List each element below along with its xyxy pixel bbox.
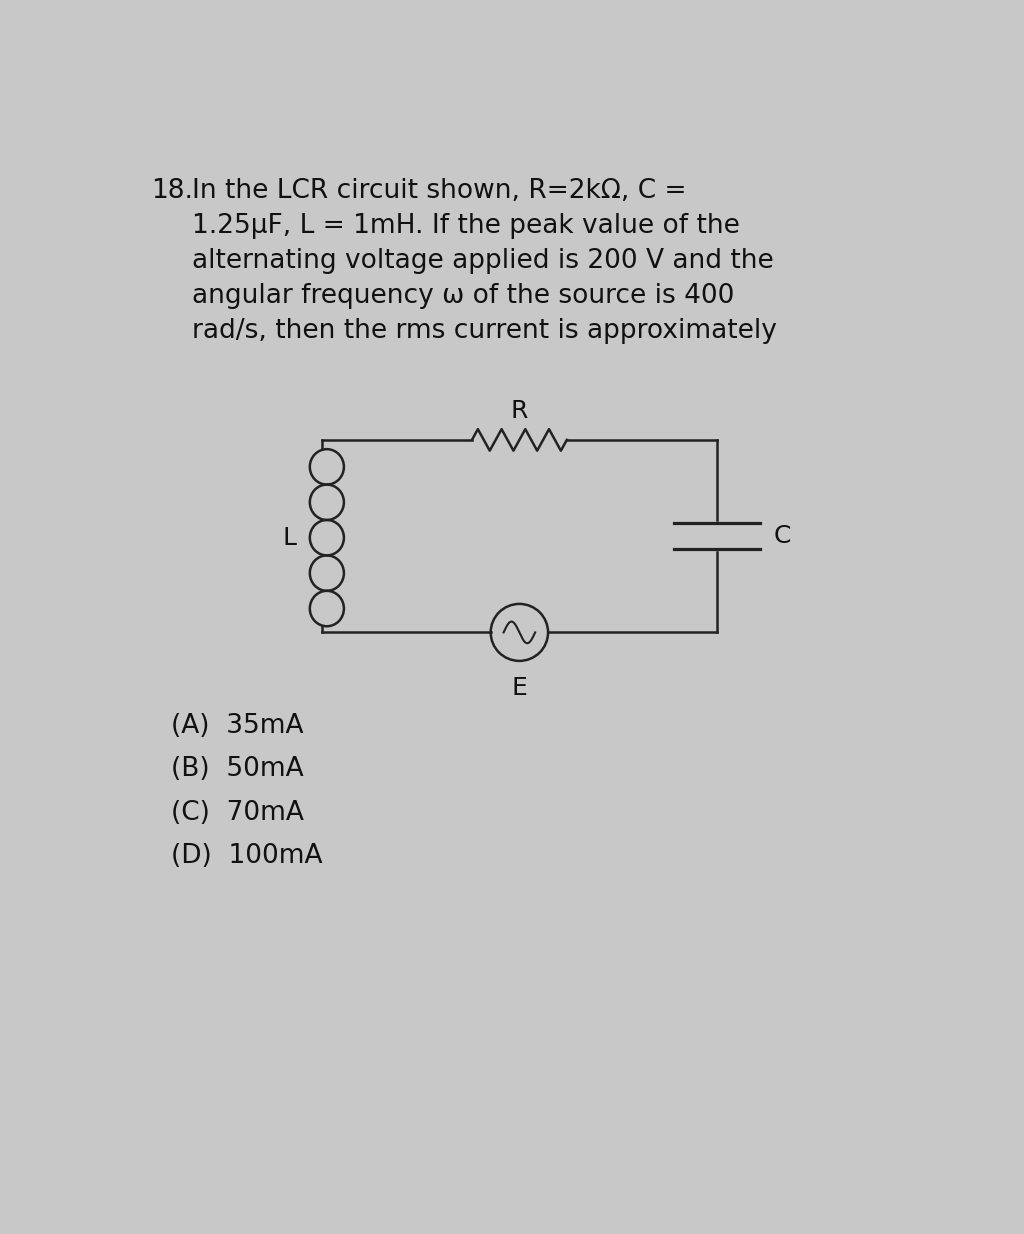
Text: 18.: 18. — [152, 178, 194, 204]
Text: R: R — [511, 399, 528, 423]
Text: In the LCR circuit shown, R=2kΩ, C =: In the LCR circuit shown, R=2kΩ, C = — [191, 178, 686, 204]
Text: angular frequency ω of the source is 400: angular frequency ω of the source is 400 — [191, 284, 734, 310]
Text: (D)  100mA: (D) 100mA — [171, 843, 323, 869]
Text: E: E — [511, 676, 527, 701]
Text: L: L — [283, 526, 296, 549]
Text: (A)  35mA: (A) 35mA — [171, 713, 303, 739]
Text: C: C — [773, 524, 791, 548]
Text: (B)  50mA: (B) 50mA — [171, 756, 303, 782]
Text: alternating voltage applied is 200 V and the: alternating voltage applied is 200 V and… — [191, 248, 773, 274]
Text: 1.25μF, L = 1mH. If the peak value of the: 1.25μF, L = 1mH. If the peak value of th… — [191, 213, 739, 239]
Text: (C)  70mA: (C) 70mA — [171, 800, 303, 826]
Text: rad/s, then the rms current is approximately: rad/s, then the rms current is approxima… — [191, 318, 776, 344]
